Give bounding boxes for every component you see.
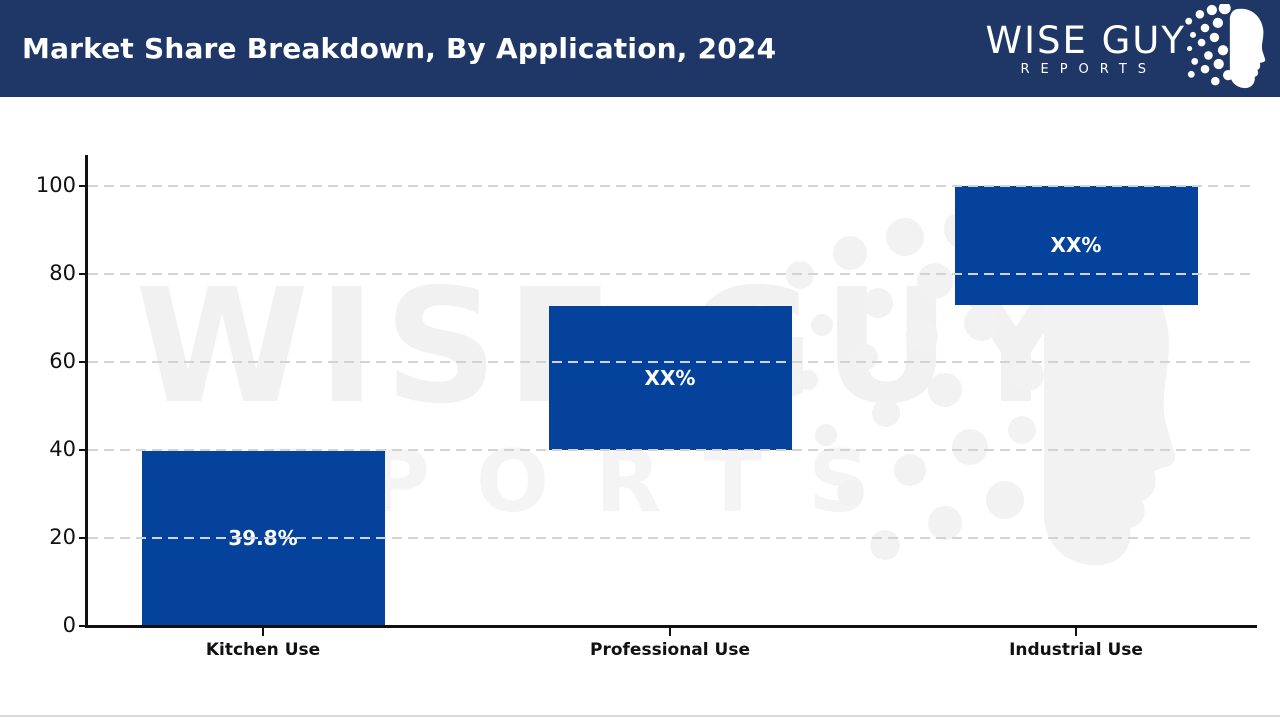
header-bar: Market Share Breakdown, By Application, … <box>0 0 1280 97</box>
logo-subtitle: REPORTS <box>1020 61 1158 77</box>
bar-industrial-use: XX% <box>954 186 1198 305</box>
y-tick-label: 60 <box>49 349 76 373</box>
gridline-100 <box>88 185 1256 187</box>
page-title: Market Share Breakdown, By Application, … <box>22 32 777 65</box>
y-tick-label: 80 <box>49 261 76 285</box>
gridline-60 <box>88 361 1256 363</box>
bar-value-label: XX% <box>644 365 696 390</box>
gridline-80 <box>88 273 1256 275</box>
x-axis-label: Industrial Use <box>1009 640 1143 660</box>
y-tick-mark <box>79 537 87 539</box>
logo-text: WISE GUY REPORTS <box>986 22 1186 76</box>
y-tick-label: 100 <box>35 173 76 197</box>
x-axis-line <box>85 625 1257 628</box>
x-axis-label: Professional Use <box>590 640 750 660</box>
y-tick-mark <box>79 449 87 451</box>
logo-head-icon <box>1185 3 1266 88</box>
y-tick-mark <box>79 625 87 627</box>
bottom-divider <box>0 715 1280 717</box>
wise-guy-reports-logo: WISE GUY REPORTS <box>986 3 1266 94</box>
x-tick-mark <box>1075 627 1077 636</box>
bar-value-label: XX% <box>1050 233 1102 258</box>
x-tick-mark <box>669 627 671 636</box>
y-axis-line <box>85 155 88 627</box>
x-axis-label: Kitchen Use <box>205 640 321 660</box>
y-tick-label: 0 <box>62 613 76 637</box>
x-tick-mark <box>262 627 264 636</box>
y-tick-label: 20 <box>49 525 76 549</box>
y-tick-mark <box>79 361 87 363</box>
gridline-20 <box>88 537 1256 539</box>
gridline-40 <box>88 449 1256 451</box>
y-tick-mark <box>79 273 87 275</box>
logo-wordmark: WISE GUY <box>985 18 1186 62</box>
bar-professional-use: XX% <box>548 305 792 450</box>
y-tick-label: 40 <box>49 437 76 461</box>
y-tick-mark <box>79 185 87 187</box>
